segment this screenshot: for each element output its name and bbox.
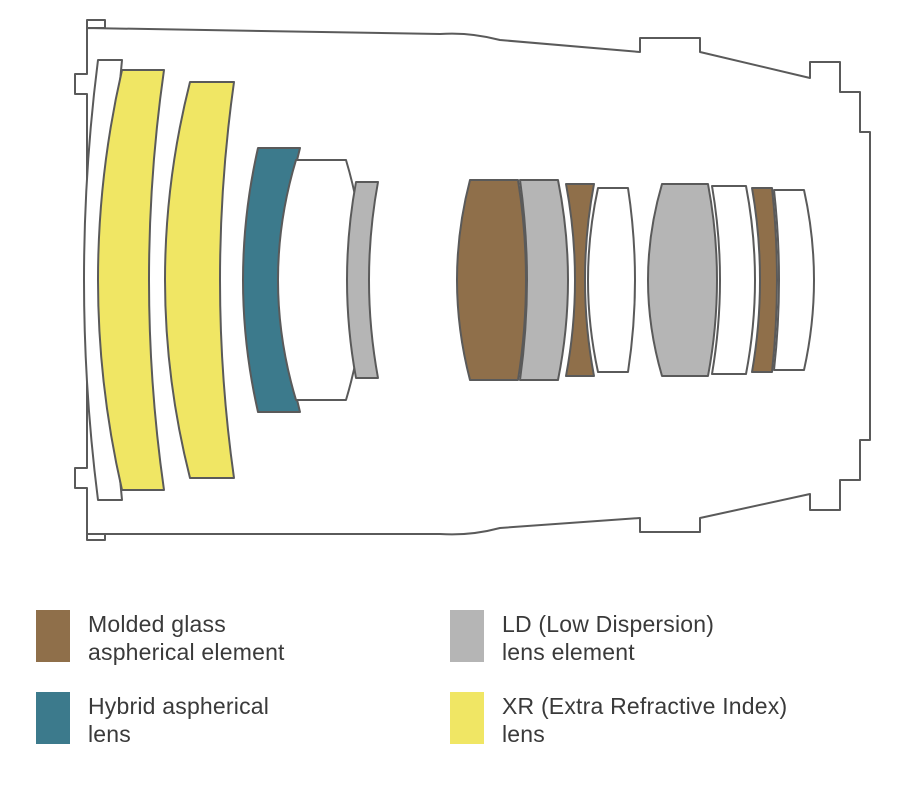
label-line: lens	[502, 721, 545, 747]
swatch-xr	[450, 692, 484, 744]
legend: Molded glass aspherical element LD (Low …	[36, 610, 864, 774]
swatch-molded	[36, 610, 70, 662]
lens-element-g1e6	[347, 182, 378, 378]
label-line: lens	[88, 721, 131, 747]
swatch-ld	[450, 610, 484, 662]
label-line: XR (Extra Refractive Index)	[502, 693, 787, 719]
lens-element-g3e4	[774, 190, 814, 370]
lens-element-g3e2	[712, 186, 755, 374]
legend-label-hybrid: Hybrid aspherical lens	[88, 692, 269, 748]
lens-diagram-figure: { "canvas": { "width": 900, "height": 79…	[0, 0, 900, 795]
legend-label-molded: Molded glass aspherical element	[88, 610, 285, 666]
legend-item-ld: LD (Low Dispersion) lens element	[450, 610, 864, 666]
legend-item-xr: XR (Extra Refractive Index) lens	[450, 692, 864, 748]
lens-element-g2e2	[520, 180, 568, 380]
label-line: LD (Low Dispersion)	[502, 611, 714, 637]
legend-label-ld: LD (Low Dispersion) lens element	[502, 610, 714, 666]
legend-label-xr: XR (Extra Refractive Index) lens	[502, 692, 787, 748]
lens-element-g2e4	[588, 188, 635, 372]
label-line: lens element	[502, 639, 635, 665]
label-line: Molded glass	[88, 611, 226, 637]
lens-element-g2e1	[457, 180, 526, 380]
label-line: Hybrid aspherical	[88, 693, 269, 719]
lens-element-g3e1	[648, 184, 717, 376]
legend-item-hybrid: Hybrid aspherical lens	[36, 692, 450, 748]
legend-item-molded: Molded glass aspherical element	[36, 610, 450, 666]
lens-cross-section-svg	[0, 0, 900, 580]
lens-element-g1e3	[165, 82, 234, 478]
label-line: aspherical element	[88, 639, 285, 665]
swatch-hybrid	[36, 692, 70, 744]
